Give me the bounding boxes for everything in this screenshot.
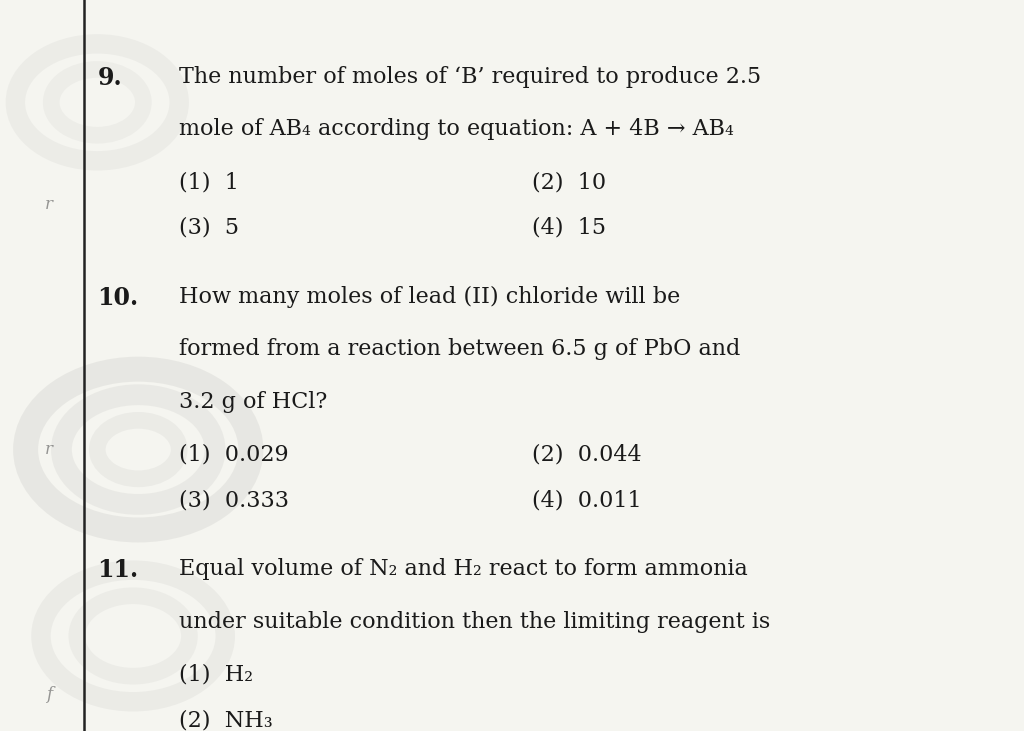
- Text: 11.: 11.: [97, 558, 138, 583]
- Text: (3)  5: (3) 5: [179, 216, 240, 238]
- Text: (2)  0.044: (2) 0.044: [532, 444, 642, 466]
- Text: 3.2 g of HCl?: 3.2 g of HCl?: [179, 391, 328, 413]
- Text: f: f: [46, 686, 52, 703]
- Text: (1)  H₂: (1) H₂: [179, 664, 253, 686]
- Text: (3)  0.333: (3) 0.333: [179, 489, 289, 511]
- Text: formed from a reaction between 6.5 g of PbO and: formed from a reaction between 6.5 g of …: [179, 338, 740, 360]
- Text: mole of AB₄ according to equation: A + 4B → AB₄: mole of AB₄ according to equation: A + 4…: [179, 118, 734, 140]
- Text: (2)  NH₃: (2) NH₃: [179, 709, 273, 731]
- Text: r: r: [45, 196, 53, 213]
- Text: (4)  15: (4) 15: [532, 216, 606, 238]
- Text: The number of moles of ‘B’ required to produce 2.5: The number of moles of ‘B’ required to p…: [179, 66, 761, 88]
- Text: 10.: 10.: [97, 286, 138, 310]
- Text: How many moles of lead (II) chloride will be: How many moles of lead (II) chloride wil…: [179, 286, 681, 308]
- Text: r: r: [45, 441, 53, 458]
- Text: (4)  0.011: (4) 0.011: [532, 489, 642, 511]
- Text: (2)  10: (2) 10: [532, 171, 606, 193]
- Text: Equal volume of N₂ and H₂ react to form ammonia: Equal volume of N₂ and H₂ react to form …: [179, 558, 748, 580]
- Text: (1)  0.029: (1) 0.029: [179, 444, 289, 466]
- Text: 9.: 9.: [97, 66, 122, 90]
- Text: under suitable condition then the limiting reagent is: under suitable condition then the limiti…: [179, 611, 770, 633]
- Text: (1)  1: (1) 1: [179, 171, 239, 193]
